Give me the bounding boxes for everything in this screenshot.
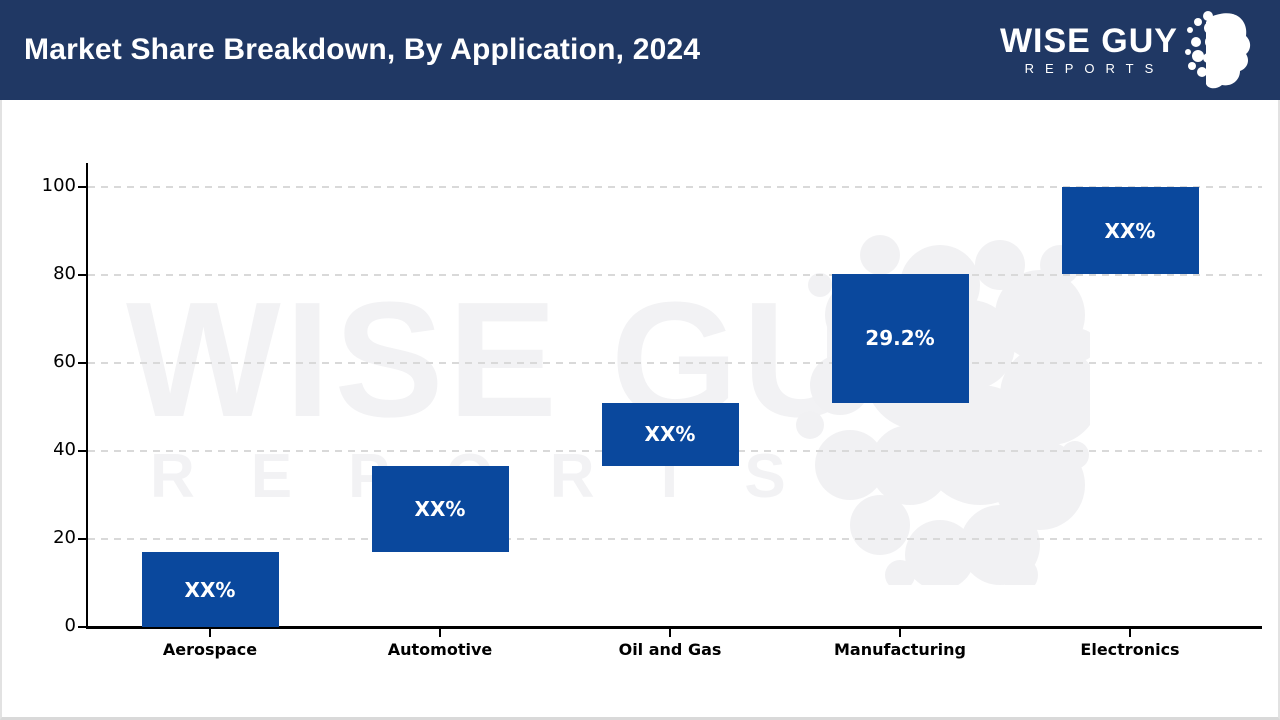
y-tick-mark <box>78 537 87 541</box>
x-category-label: Automotive <box>387 640 493 659</box>
x-tick-mark <box>668 628 672 637</box>
y-tick-label: 100 <box>41 175 76 196</box>
bar-oil-and-gas: XX% <box>601 402 739 466</box>
x-category-label: Manufacturing <box>834 640 966 659</box>
bar-value-label: 29.2% <box>865 326 935 351</box>
x-tick-mark <box>898 628 902 637</box>
y-tick-mark <box>78 361 87 365</box>
logo-text: WISE GUY REPORTS <box>1000 24 1178 76</box>
bar-automotive: XX% <box>371 465 509 553</box>
y-tick-mark <box>78 273 87 277</box>
y-tick-label: 40 <box>53 439 76 460</box>
x-tick-mark <box>438 628 442 637</box>
logo-wordmark: WISE GUY <box>999 22 1178 60</box>
gridline-60 <box>88 362 1262 364</box>
y-axis-line <box>85 163 88 629</box>
y-tick-mark <box>78 449 87 453</box>
header-bar: Market Share Breakdown, By Application, … <box>0 0 1280 100</box>
bar-value-label: XX% <box>184 577 236 602</box>
gridline-80 <box>88 274 1262 276</box>
bar-value-label: XX% <box>644 422 696 447</box>
y-tick-label: 60 <box>53 351 76 372</box>
bar-manufacturing: 29.2% <box>831 274 969 403</box>
y-tick-label: 20 <box>53 527 76 548</box>
gridline-100 <box>88 186 1262 188</box>
logo-subtitle: REPORTS <box>1024 61 1165 76</box>
y-tick-mark <box>78 625 87 629</box>
y-tick-label: 0 <box>64 615 76 636</box>
wise-guy-logo: WISE GUY REPORTS <box>1000 8 1254 92</box>
x-axis-line <box>85 626 1262 629</box>
page-title: Market Share Breakdown, By Application, … <box>24 33 701 66</box>
y-tick-label: 80 <box>53 263 76 284</box>
gridline-20 <box>88 538 1262 540</box>
bar-electronics: XX% <box>1061 187 1199 275</box>
x-tick-mark <box>1128 628 1132 637</box>
logo-head-icon <box>1185 11 1251 89</box>
bar-aerospace: XX% <box>141 552 279 627</box>
bar-value-label: XX% <box>414 497 466 522</box>
x-category-label: Electronics <box>1080 640 1180 659</box>
x-tick-mark <box>208 628 212 637</box>
x-category-label: Oil and Gas <box>618 640 722 659</box>
x-category-label: Aerospace <box>162 640 258 659</box>
bar-value-label: XX% <box>1104 218 1156 243</box>
y-tick-mark <box>78 185 87 189</box>
